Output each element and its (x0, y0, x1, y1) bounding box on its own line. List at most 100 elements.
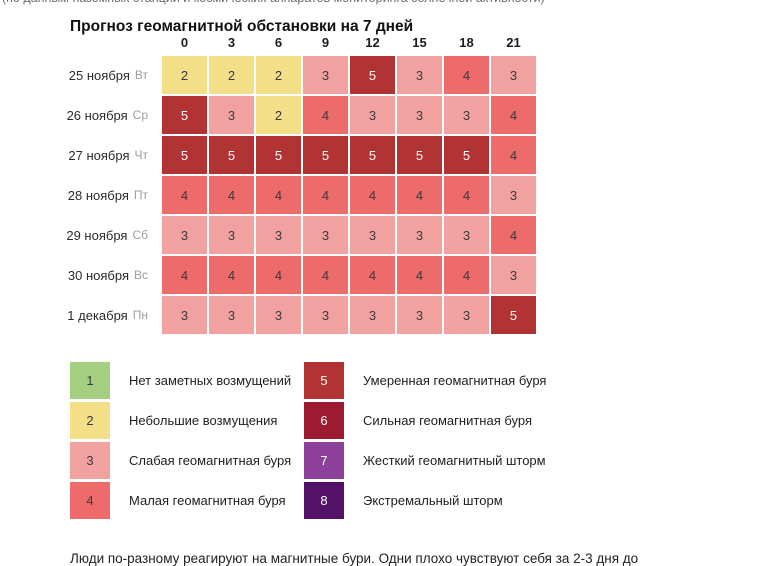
forecast-cell: 3 (491, 256, 536, 294)
forecast-cell: 4 (303, 256, 348, 294)
row-date: 27 ноября (68, 147, 130, 163)
legend-swatch: 4 (70, 482, 110, 519)
forecast-cell: 4 (209, 256, 254, 294)
legend-item: 5 Умеренная геомагнитная буря (304, 362, 546, 399)
legend-item: 7 Жесткий геомагнитный шторм (304, 442, 546, 479)
forecast-cell: 4 (350, 256, 395, 294)
row-date: 29 ноября (66, 227, 128, 243)
forecast-cell: 2 (162, 56, 207, 94)
forecast-cell: 3 (397, 216, 442, 254)
forecast-cell: 4 (209, 176, 254, 214)
legend-label: Слабая геомагнитная буря (129, 453, 292, 468)
legend-column: 1 Нет заметных возмущений 2 Небольшие возму… (70, 362, 304, 519)
hour-label: 21 (506, 34, 521, 50)
forecast-cell: 3 (350, 96, 395, 134)
forecast-cell: 4 (350, 176, 395, 214)
page-title: Прогноз геомагнитной обстановки на 7 дне… (70, 18, 414, 36)
forecast-cell: 4 (162, 256, 207, 294)
forecast-cell: 4 (491, 136, 536, 174)
forecast-cell: 3 (209, 96, 254, 134)
row-date: 25 ноября (68, 67, 130, 83)
forecast-cell: 3 (303, 56, 348, 94)
legend-item: 3 Слабая геомагнитная буря (70, 442, 304, 479)
legend-item: 1 Нет заметных возмущений (70, 362, 304, 399)
forecast-cell: 5 (397, 136, 442, 174)
row-weekday: Пн (132, 308, 148, 322)
forecast-cell: 3 (491, 56, 536, 94)
hour-label: 6 (274, 34, 283, 50)
forecast-cell: 3 (397, 96, 442, 134)
row-date: 28 ноября (67, 187, 129, 203)
legend-swatch: 6 (304, 402, 344, 439)
forecast-cell: 4 (256, 256, 301, 294)
legend-label: Жесткий геомагнитный шторм (363, 453, 546, 468)
forecast-cell: 2 (256, 56, 301, 94)
forecast-cell: 3 (162, 216, 207, 254)
forecast-cell: 5 (209, 136, 254, 174)
legend-label: Сильная геомагнитная буря (363, 413, 532, 428)
forecast-cell: 5 (491, 296, 536, 334)
legend-item: 2 Небольшие возмущения (70, 402, 304, 439)
forecast-grid: 0 3 6 9 12 15 18 21 25 ноября Вт 2 2 2 3 5 3 4 3 26 ноября… (66, 30, 536, 334)
forecast-cell: 4 (491, 96, 536, 134)
hour-label: 0 (180, 34, 189, 50)
hour-label: 15 (412, 34, 427, 50)
row-label: 29 ноября Сб (66, 216, 160, 254)
forecast-cell: 3 (444, 296, 489, 334)
forecast-cell: 4 (303, 176, 348, 214)
forecast-cell: 4 (162, 176, 207, 214)
row-label: 27 ноября Чт (68, 136, 160, 174)
hour-label: 3 (227, 34, 236, 50)
forecast-cell: 4 (444, 176, 489, 214)
row-weekday: Вт (134, 68, 148, 82)
legend-label: Экстремальный шторм (363, 493, 503, 508)
forecast-cell: 3 (444, 96, 489, 134)
forecast-cell: 4 (491, 216, 536, 254)
legend-label: Малая геомагнитная буря (129, 493, 286, 508)
row-label: 26 ноября Ср (66, 96, 160, 134)
forecast-cell: 3 (397, 296, 442, 334)
row-weekday: Ср (132, 108, 148, 122)
forecast-cell: 5 (162, 96, 207, 134)
forecast-cell: 4 (303, 96, 348, 134)
forecast-cell: 2 (209, 56, 254, 94)
forecast-cell: 5 (350, 56, 395, 94)
clipped-paragraph-bottom: Люди по-разному реагируют на магнитные б… (70, 551, 639, 566)
forecast-cell: 5 (303, 136, 348, 174)
forecast-cell: 3 (303, 296, 348, 334)
forecast-cell: 5 (444, 136, 489, 174)
forecast-cell: 3 (444, 216, 489, 254)
forecast-cell: 4 (444, 56, 489, 94)
forecast-cell: 3 (397, 56, 442, 94)
row-weekday: Вс (133, 268, 148, 282)
row-date: 26 ноября (66, 107, 128, 123)
legend-swatch: 3 (70, 442, 110, 479)
hour-label: 9 (321, 34, 330, 50)
grid-corner (70, 30, 160, 54)
row-weekday: Чт (134, 148, 149, 162)
legend-swatch: 7 (304, 442, 344, 479)
legend-label: Умеренная геомагнитная буря (363, 373, 547, 388)
forecast-cell: 3 (256, 216, 301, 254)
legend-swatch: 1 (70, 362, 110, 399)
forecast-cell: 3 (162, 296, 207, 334)
forecast-cell: 5 (256, 136, 301, 174)
row-weekday: Сб (132, 228, 148, 242)
legend-label: Небольшие возмущения (129, 413, 278, 428)
legend-swatch: 2 (70, 402, 110, 439)
forecast-cell: 4 (397, 176, 442, 214)
row-label: 28 ноября Пт (67, 176, 160, 214)
row-label: 1 декабря Пн (67, 296, 160, 334)
legend-column: 5 Умеренная геомагнитная буря 6 Сильная гео… (304, 362, 546, 519)
forecast-cell: 4 (444, 256, 489, 294)
legend-item: 8 Экстремальный шторм (304, 482, 546, 519)
row-label: 25 ноября Вт (68, 56, 160, 94)
legend-swatch: 5 (304, 362, 344, 399)
forecast-cell: 2 (256, 96, 301, 134)
row-date: 1 декабря (67, 307, 128, 323)
legend-item: 4 Малая геомагнитная буря (70, 482, 304, 519)
row-weekday: Пт (133, 188, 148, 202)
legend: 1 Нет заметных возмущений 2 Небольшие возму… (70, 362, 546, 519)
legend-swatch: 8 (304, 482, 344, 519)
